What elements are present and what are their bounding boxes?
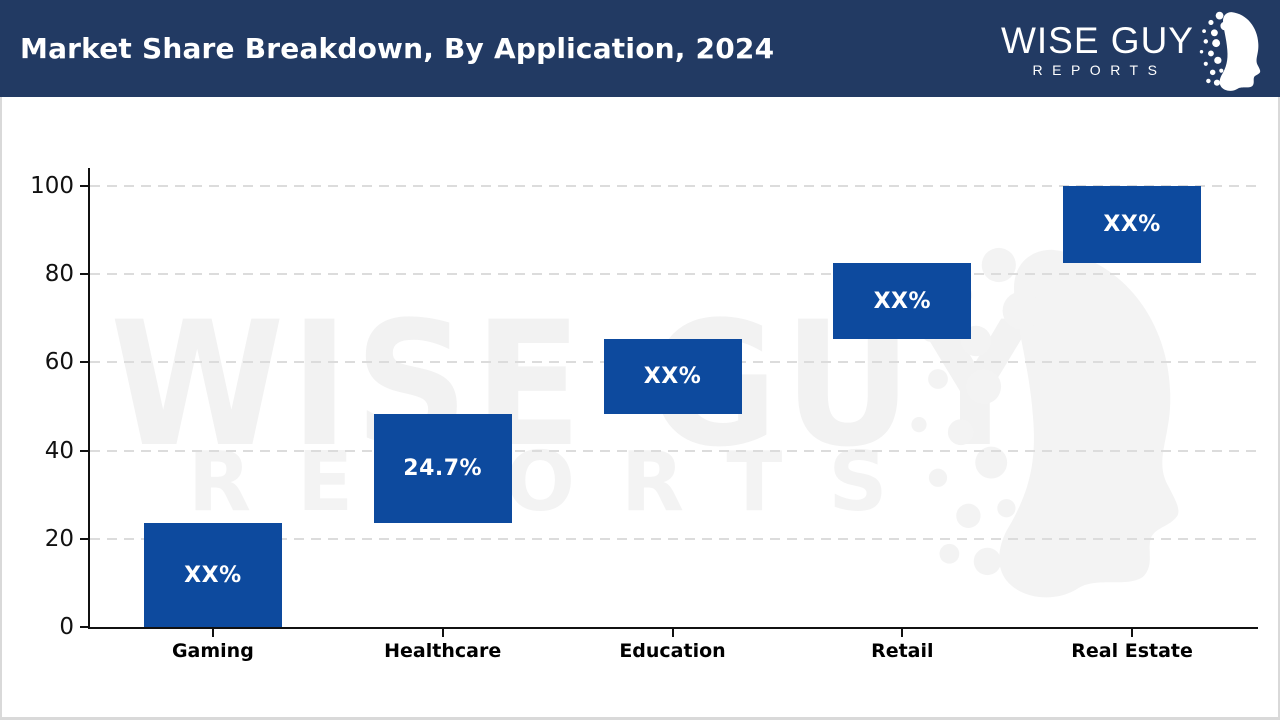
x-axis-tick (1131, 629, 1134, 637)
x-axis-tick (671, 629, 674, 637)
chart-title: Market Share Breakdown, By Application, … (20, 32, 775, 65)
x-axis-category-label: Education (619, 640, 726, 662)
x-axis-tick (901, 629, 904, 637)
y-axis-tick-label: 40 (44, 437, 74, 464)
bar-value-label: XX% (1103, 212, 1161, 238)
y-axis-tick (80, 273, 88, 276)
y-axis-tick (80, 449, 88, 452)
x-axis-tick (211, 629, 214, 637)
logo-wordmark: WISE GUY (1000, 19, 1194, 61)
bar-gaming: XX% (143, 523, 282, 627)
bar-value-label: XX% (184, 562, 242, 588)
bar-healthcare: 24.7% (373, 414, 512, 524)
y-axis-tick (80, 185, 88, 187)
gridline (90, 449, 1258, 452)
x-axis-category-label: Real Estate (1071, 640, 1193, 662)
bar-education: XX% (603, 339, 742, 415)
y-axis-line (88, 168, 90, 629)
x-axis-line (88, 627, 1258, 629)
y-axis-tick-label: 20 (44, 525, 74, 552)
watermark-face-icon (911, 247, 1179, 598)
gridline (90, 537, 1258, 540)
logo-subtitle: REPORTS (1032, 61, 1167, 78)
y-axis-tick-label: 60 (44, 349, 74, 376)
x-axis-tick (441, 629, 444, 637)
y-axis-tick (80, 361, 88, 364)
bar-value-label: 24.7% (403, 456, 483, 482)
chart-canvas: WISE GUY REPORTS 0 20 40 60 80 100 XX% Gaming 24… (0, 97, 1280, 720)
y-axis-tick (80, 626, 88, 628)
gridline (90, 185, 1258, 187)
bar-value-label: XX% (873, 288, 932, 314)
y-axis-tick-label: 100 (30, 173, 74, 199)
bar-value-label: XX% (643, 364, 702, 390)
y-axis-tick-label: 0 (59, 614, 74, 640)
y-axis-tick (80, 537, 88, 540)
logo-text: WISE GUY REPORTS (1001, 22, 1194, 78)
header-bar: Market Share Breakdown, By Application, … (0, 0, 1280, 97)
x-axis-category-label: Healthcare (384, 640, 502, 662)
gridline (90, 273, 1258, 276)
face-profile-icon (1199, 11, 1261, 91)
x-axis-category-label: Retail (871, 640, 934, 662)
x-axis-category-label: Gaming (171, 640, 254, 662)
wise-guy-reports-logo: WISE GUY REPORTS (1001, 7, 1266, 93)
bar-real-estate: XX% (1063, 186, 1202, 264)
bar-retail: XX% (833, 263, 972, 340)
y-axis-tick-label: 80 (44, 261, 74, 288)
